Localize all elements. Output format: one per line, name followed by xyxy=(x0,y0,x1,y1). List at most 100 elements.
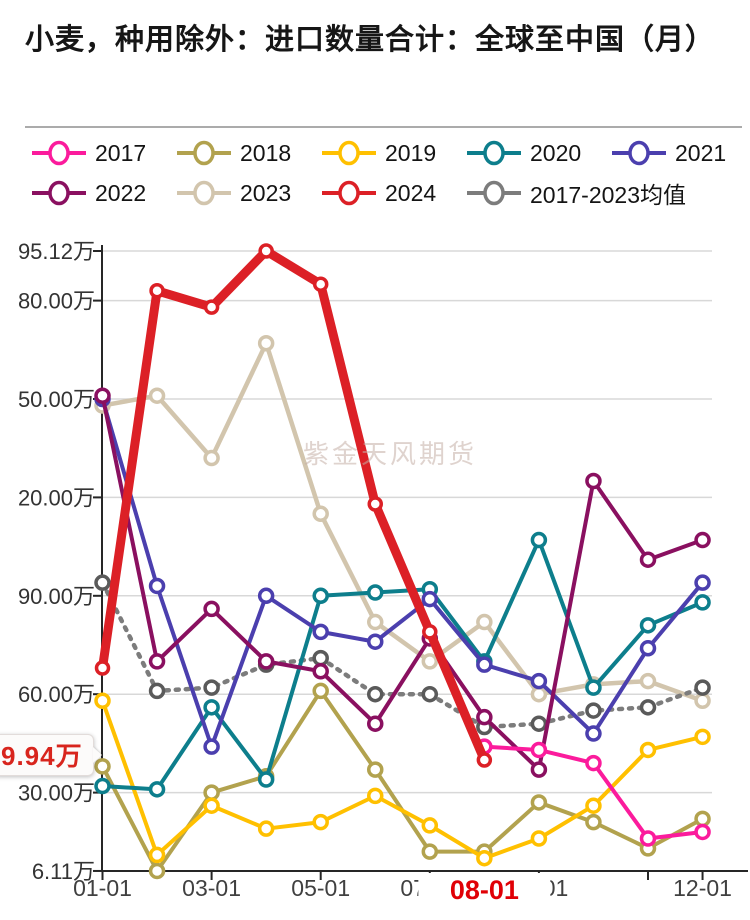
legend-row-2: 2022 2023 2024 2017-2023均值 xyxy=(30,173,745,213)
marker-dot xyxy=(148,577,166,595)
x-tick-label-current: 08-01 xyxy=(450,875,519,905)
marker-dot xyxy=(312,505,329,523)
marker-dot xyxy=(148,846,166,864)
y-tick-label: 60.00万 xyxy=(18,682,95,707)
marker-dot xyxy=(94,660,111,676)
marker-dot xyxy=(585,813,602,831)
marker-dot xyxy=(639,741,657,759)
legend-item-2022[interactable]: 2022 xyxy=(30,180,175,207)
legend-line-circle-icon xyxy=(177,180,231,206)
marker-dot xyxy=(694,531,711,549)
marker-dot xyxy=(639,640,657,657)
marker-dot xyxy=(367,496,383,512)
marker-dot xyxy=(694,823,711,841)
marker-dot xyxy=(530,794,548,811)
marker-dot xyxy=(94,777,111,795)
legend-line-circle-icon xyxy=(32,180,86,206)
legend-item-2019[interactable]: 2019 xyxy=(320,140,465,167)
legend-item-2024[interactable]: 2024 xyxy=(320,180,465,207)
y-tick-label: 6.11万 xyxy=(32,859,95,884)
legend-row-1: 2017 2018 2019 2020 2021 xyxy=(30,133,745,173)
series-line-2019 xyxy=(100,698,705,861)
legend-item-label: 2023 xyxy=(240,179,292,206)
marker-dot xyxy=(585,679,602,696)
legend-item-label: 2020 xyxy=(530,139,582,166)
title-divider xyxy=(25,126,742,128)
legend-item-label: 2017 xyxy=(95,139,147,166)
marker-dot xyxy=(585,702,602,719)
legend-line-circle-icon xyxy=(177,140,231,166)
series-line-2021 xyxy=(100,397,705,749)
legend-item-2017[interactable]: 2017 xyxy=(30,140,175,167)
y-tick-label: 95.12万 xyxy=(18,239,95,264)
legend-item-2018[interactable]: 2018 xyxy=(175,140,320,167)
marker-dot xyxy=(476,656,493,673)
callout-pointer-icon xyxy=(92,747,102,763)
x-tick-label-highlight: 08-01 xyxy=(418,873,551,907)
legend-item-2023[interactable]: 2023 xyxy=(175,180,320,207)
legend-line-circle-icon xyxy=(322,140,376,166)
marker-dot xyxy=(585,725,602,742)
x-tick-label: 03-01 xyxy=(182,875,241,901)
marker-dot xyxy=(367,584,384,601)
marker-dot xyxy=(257,334,275,352)
legend-item-2017-2023均值[interactable]: 2017-2023均值 xyxy=(465,176,686,210)
marker-dot xyxy=(476,613,493,631)
series-2023 xyxy=(94,334,711,710)
marker-dot xyxy=(422,624,438,640)
marker-dot xyxy=(476,849,493,867)
marker-dot xyxy=(585,754,602,772)
y-tick-label: 80.00万 xyxy=(18,289,95,314)
series-2021 xyxy=(94,390,711,755)
series-line-2023 xyxy=(100,340,705,704)
chart-title: 小麦，种用除外：进口数量合计：全球至中国（月） xyxy=(25,24,716,56)
marker-dot xyxy=(148,653,166,670)
marker-dot xyxy=(148,781,166,798)
marker-dot xyxy=(312,587,329,605)
marker-dot xyxy=(312,276,329,292)
legend-line-circle-icon xyxy=(322,180,376,206)
marker-dot xyxy=(148,387,166,404)
legend-line-circle-icon xyxy=(32,140,86,166)
legend-item-label: 2024 xyxy=(385,179,437,206)
marker-dot xyxy=(421,590,439,608)
y-tick-label: 90.00万 xyxy=(18,584,95,609)
marker-dot xyxy=(203,784,220,801)
marker-dot xyxy=(530,761,548,778)
series-line-2017-2023均值 xyxy=(100,580,705,730)
marker-dot xyxy=(94,387,111,404)
marker-dot xyxy=(694,679,711,696)
marker-dot xyxy=(258,243,274,259)
marker-dot xyxy=(367,685,384,703)
legend-item-2021[interactable]: 2021 xyxy=(610,140,726,167)
legend-item-label: 2019 xyxy=(385,139,437,166)
marker-dot xyxy=(367,633,384,650)
series-2024 xyxy=(94,243,493,768)
y-tick-label: 30.00万 xyxy=(18,781,95,806)
x-tick-label: 12-01 xyxy=(673,875,732,901)
marker-dot xyxy=(367,761,384,778)
marker-dot xyxy=(312,813,329,831)
series-2017 xyxy=(476,738,711,847)
marker-dot xyxy=(257,820,275,837)
legend-item-2020[interactable]: 2020 xyxy=(465,140,610,167)
marker-dot xyxy=(530,531,548,549)
series-2019 xyxy=(94,692,711,867)
legend-item-label: 2021 xyxy=(675,139,727,166)
series-line-2022 xyxy=(100,393,705,772)
legend: 2017 2018 2019 2020 2021 2022 2023 2024 2017-20… xyxy=(30,133,745,213)
marker-dot xyxy=(421,817,439,834)
x-tick-label: 05-01 xyxy=(291,875,350,901)
marker-dot xyxy=(257,771,275,788)
x-tick-label: 01-01 xyxy=(73,875,132,901)
last-value-text: 9.94万 xyxy=(1,741,83,771)
marker-dot xyxy=(694,728,711,746)
marker-dot xyxy=(148,682,166,700)
last-value-callout: 9.94万 xyxy=(0,734,102,776)
marker-dot xyxy=(94,574,111,591)
marker-dot xyxy=(367,787,384,805)
marker-dot xyxy=(203,679,220,696)
marker-dot xyxy=(585,472,602,490)
